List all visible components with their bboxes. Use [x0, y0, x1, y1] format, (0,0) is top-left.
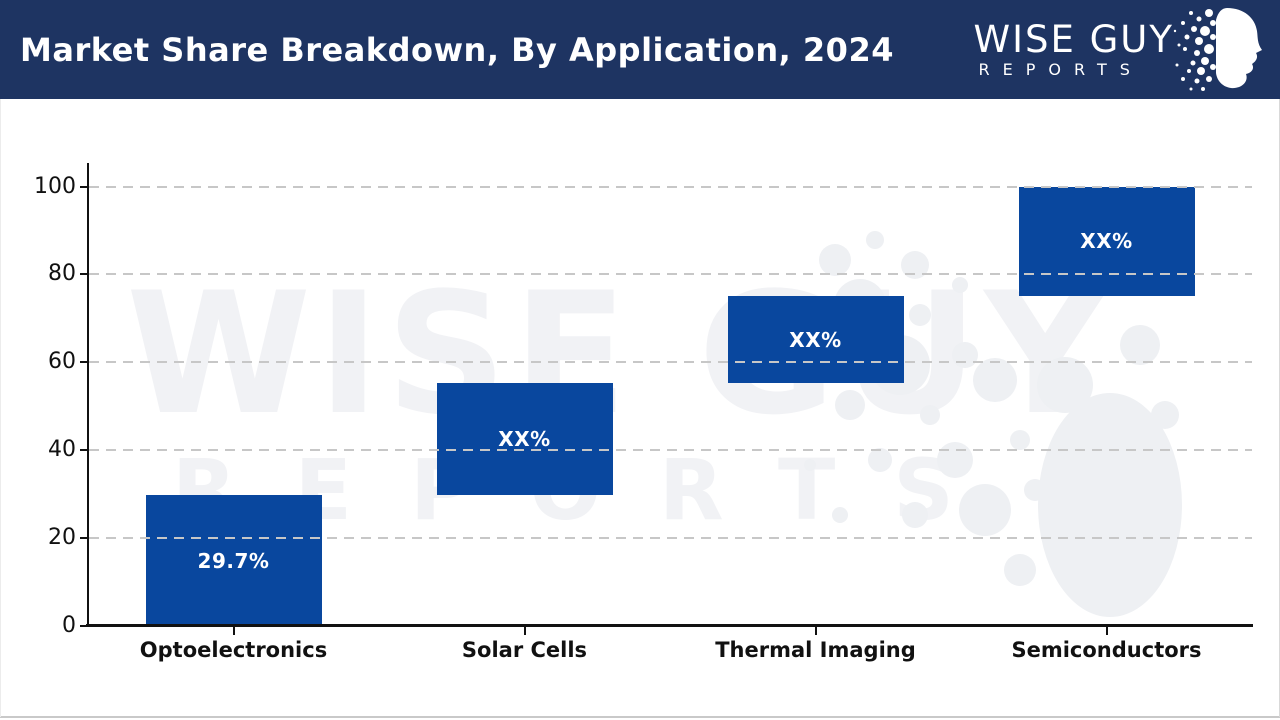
x-axis-line: [86, 624, 1253, 627]
y-tick-mark: [80, 273, 88, 276]
y-tick-label: 100: [34, 173, 76, 199]
gridline: [89, 273, 1252, 276]
x-tick-mark: [1105, 627, 1108, 635]
x-category-label: Semiconductors: [1011, 638, 1202, 662]
gridline: [89, 449, 1252, 452]
y-tick-mark: [80, 185, 88, 188]
logo-wordmark-block: WISE GUY REPORTS: [973, 18, 1174, 79]
y-tick-label: 0: [62, 613, 76, 638]
y-tick-label: 60: [48, 349, 76, 375]
gridline: [89, 537, 1252, 540]
y-axis-line: [87, 163, 89, 627]
left-divider: [0, 99, 1, 717]
y-tick-label: 80: [48, 261, 76, 287]
y-tick-mark: [80, 537, 88, 540]
x-tick-mark: [523, 627, 526, 635]
watermark-wordmark: WISE GUY: [126, 256, 1113, 452]
waterfall-bar-segment: XX%: [727, 296, 904, 383]
gridline: [89, 185, 1252, 188]
bottom-divider: [0, 716, 1280, 718]
waterfall-bar-segment: XX%: [436, 382, 613, 496]
y-tick-mark: [80, 361, 88, 364]
waterfall-bar-segment: XX%: [1018, 186, 1195, 297]
x-tick-mark: [232, 627, 235, 635]
x-tick-mark: [814, 627, 817, 635]
bar-value-label: XX%: [1080, 229, 1133, 254]
y-tick-mark: [80, 625, 88, 627]
wise-guy-logo: WISE GUY REPORTS: [974, 4, 1270, 96]
header-bar: Market Share Breakdown, By Application, …: [0, 0, 1280, 99]
gridline: [89, 361, 1252, 364]
waterfall-bar-segment: 29.7%: [145, 495, 322, 626]
x-category-label: Optoelectronics: [139, 638, 328, 662]
bar-value-label: XX%: [789, 327, 842, 352]
logo-wordmark: WISE GUY: [973, 18, 1174, 62]
y-tick-label: 40: [48, 437, 76, 463]
x-category-label: Solar Cells: [461, 638, 588, 662]
y-tick-label: 20: [48, 525, 76, 551]
bar-value-label: XX%: [498, 427, 551, 452]
logo-tagline: REPORTS: [978, 59, 1143, 79]
dotted-face-icon: [1173, 8, 1262, 91]
bar-value-label: 29.7%: [197, 548, 270, 573]
x-category-label: Thermal Imaging: [715, 638, 916, 662]
y-tick-mark: [80, 449, 88, 452]
page-title: Market Share Breakdown, By Application, …: [20, 30, 894, 69]
